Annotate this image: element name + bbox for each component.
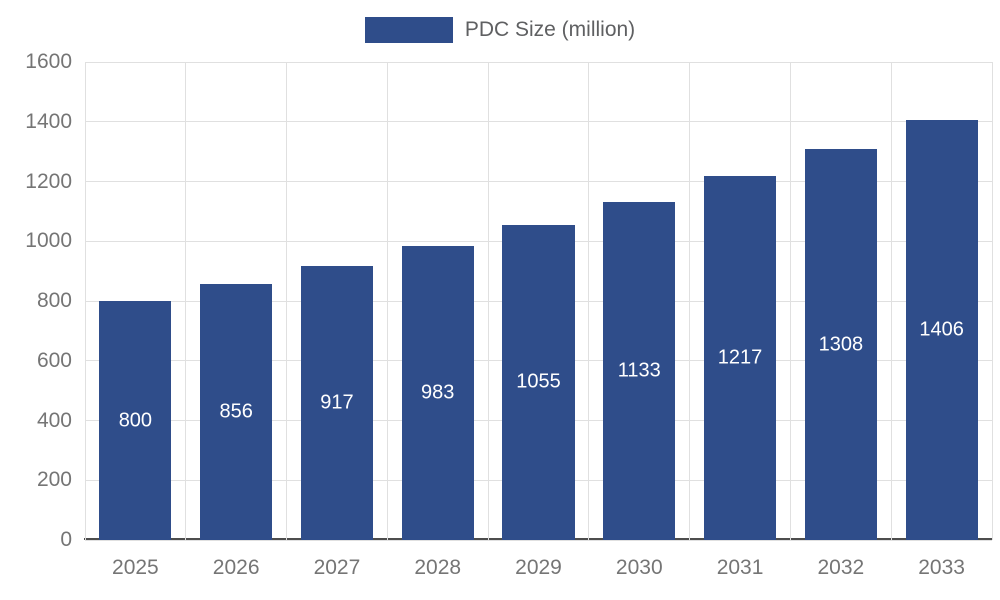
bar-2032: [804, 149, 877, 540]
bar-2033: [905, 119, 978, 540]
bar-value-label: 917: [320, 391, 354, 414]
bar-2026: [200, 284, 273, 540]
bar-2029: [502, 224, 575, 540]
gridline-vertical: [991, 62, 993, 540]
x-axis-tick-label: 2033: [918, 556, 965, 579]
y-axis-tick-label: 0: [60, 528, 72, 551]
y-axis-tick-label: 1400: [25, 109, 72, 133]
x-axis-tick-label: 2026: [212, 556, 260, 579]
plot-area: 800 856 917 983 1055 1133 1217 1308 1406: [84, 61, 993, 541]
y-axis-tick-label: 200: [36, 468, 72, 492]
x-axis-tick-label: 2032: [817, 556, 865, 579]
gridline-vertical: [789, 62, 791, 540]
gridline-horizontal: [85, 181, 992, 182]
y-axis-tick-label: 400: [36, 408, 72, 432]
gridline-vertical: [890, 62, 892, 540]
gridline-vertical: [286, 62, 288, 540]
legend-label: PDC Size (million): [464, 18, 636, 41]
y-axis-tick-label: 600: [36, 348, 72, 372]
gridline-vertical: [84, 62, 86, 540]
gridline-vertical: [689, 62, 691, 540]
gridline-vertical: [487, 62, 489, 540]
y-axis-tick-label: 1200: [25, 169, 72, 193]
gridline-vertical: [588, 62, 590, 540]
x-axis-tick-label: 2025: [112, 556, 159, 579]
x-axis-tick-label: 2028: [414, 556, 462, 579]
bar-2030: [603, 201, 676, 540]
legend[interactable]: PDC Size (million): [0, 17, 1000, 43]
bar-2031: [704, 176, 777, 540]
gridline-horizontal: [85, 121, 992, 123]
bar-value-label: 800: [118, 409, 153, 431]
gridline-vertical: [185, 62, 187, 540]
y-axis-tick-label: 1600: [25, 50, 72, 73]
x-axis-tick-label: 2030: [615, 556, 663, 579]
bar-value-label: 1217: [717, 346, 763, 369]
x-axis-tick-label: 2027: [313, 556, 361, 579]
bar-value-label: 856: [219, 400, 253, 423]
x-axis-tick-label: 2029: [515, 556, 562, 579]
bar-2027: [300, 266, 373, 540]
gridline-horizontal: [85, 539, 992, 541]
x-axis-tick-label: 2031: [716, 556, 764, 579]
bar-value-label: 1308: [818, 333, 864, 356]
y-axis-tick-label: 1000: [25, 229, 72, 253]
bar-2028: [401, 246, 474, 540]
bar-value-label: 983: [421, 381, 455, 404]
bar-value-label: 1055: [516, 370, 561, 393]
legend-swatch: [364, 17, 453, 43]
bar-2025: [99, 301, 172, 540]
y-axis-tick-label: 800: [36, 289, 72, 312]
bar-value-label: 1133: [617, 359, 661, 382]
gridline-horizontal: [85, 61, 992, 63]
bar-value-label: 1406: [919, 318, 964, 341]
gridline-vertical: [386, 62, 388, 540]
